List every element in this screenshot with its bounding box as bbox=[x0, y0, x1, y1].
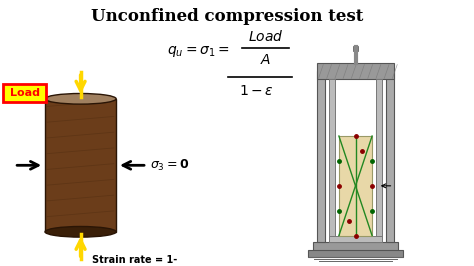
Bar bbox=[308, 250, 403, 256]
Text: $q_u = \sigma_1 =$: $q_u = \sigma_1 =$ bbox=[167, 44, 230, 59]
Bar bbox=[353, 46, 358, 51]
Text: $1 - \varepsilon$: $1 - \varepsilon$ bbox=[238, 84, 273, 98]
Polygon shape bbox=[45, 99, 116, 232]
Text: Load: Load bbox=[10, 88, 40, 98]
Bar bbox=[339, 136, 372, 236]
Text: Strain rate = 1-
2%/min.: Strain rate = 1- 2%/min. bbox=[92, 255, 178, 266]
Bar bbox=[329, 236, 382, 242]
Bar bbox=[317, 63, 394, 79]
Ellipse shape bbox=[45, 226, 116, 237]
Text: Unconfined compression test: Unconfined compression test bbox=[91, 8, 364, 24]
Bar bbox=[386, 72, 394, 242]
Text: $\sigma_3 = \mathbf{0}$: $\sigma_3 = \mathbf{0}$ bbox=[150, 158, 190, 173]
Text: $\mathit{A}$: $\mathit{A}$ bbox=[260, 53, 271, 67]
Bar bbox=[317, 72, 325, 242]
FancyBboxPatch shape bbox=[3, 84, 46, 102]
Text: $\mathit{Load}$: $\mathit{Load}$ bbox=[247, 29, 283, 44]
Bar bbox=[329, 79, 335, 242]
Bar bbox=[376, 79, 382, 242]
Bar bbox=[313, 242, 398, 251]
Ellipse shape bbox=[45, 93, 116, 104]
